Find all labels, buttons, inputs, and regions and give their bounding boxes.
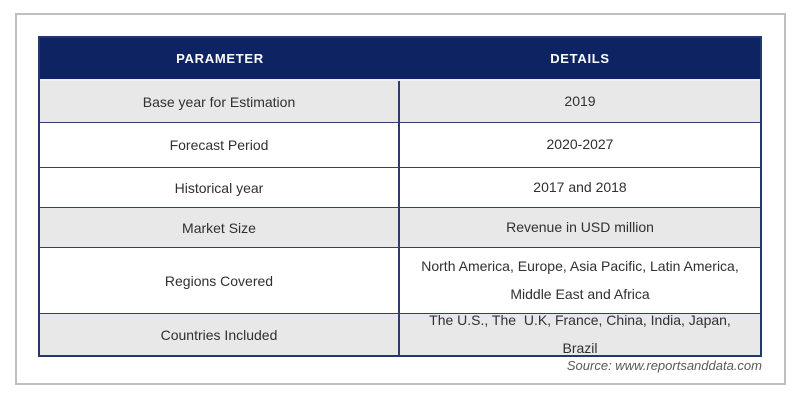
source-attribution: Source: www.reportsanddata.com [566,358,762,373]
parameter-cell: Forecast Period [40,123,400,167]
parameter-cell: Base year for Estimation [40,81,400,122]
table-row-forecast-period: Forecast Period 2020-2027 [40,122,760,167]
parameter-cell: Regions Covered [40,248,400,313]
details-cell: Revenue in USD million [506,218,654,235]
parameter-cell: Market Size [40,208,400,247]
details-cell: The U.S., The U.K, France, China, India,… [429,312,731,356]
content-frame: PARAMETER DETAILS Base year for Estimati… [15,13,786,385]
table-row-market-size: Market Size Revenue in USD million [40,207,760,247]
column-header-parameter: PARAMETER [176,51,264,66]
parameter-cell: Countries Included [40,314,400,355]
details-cell: North America, Europe, Asia Pacific, Lat… [421,258,739,302]
table-header-row: PARAMETER DETAILS [40,38,760,81]
details-cell: 2017 and 2018 [533,178,627,195]
parameter-cell: Historical year [40,168,400,207]
details-cell: 2020-2027 [546,136,614,153]
report-scope-table: PARAMETER DETAILS Base year for Estimati… [38,36,762,357]
table-row-regions-covered: Regions Covered North America, Europe, A… [40,247,760,313]
table-row-historical-year: Historical year 2017 and 2018 [40,167,760,207]
column-header-details: DETAILS [550,50,610,66]
details-cell: 2019 [564,92,596,109]
table-row-base-year: Base year for Estimation 2019 [40,81,760,122]
table-row-countries-included: Countries Included The U.S., The U.K, Fr… [40,312,760,356]
